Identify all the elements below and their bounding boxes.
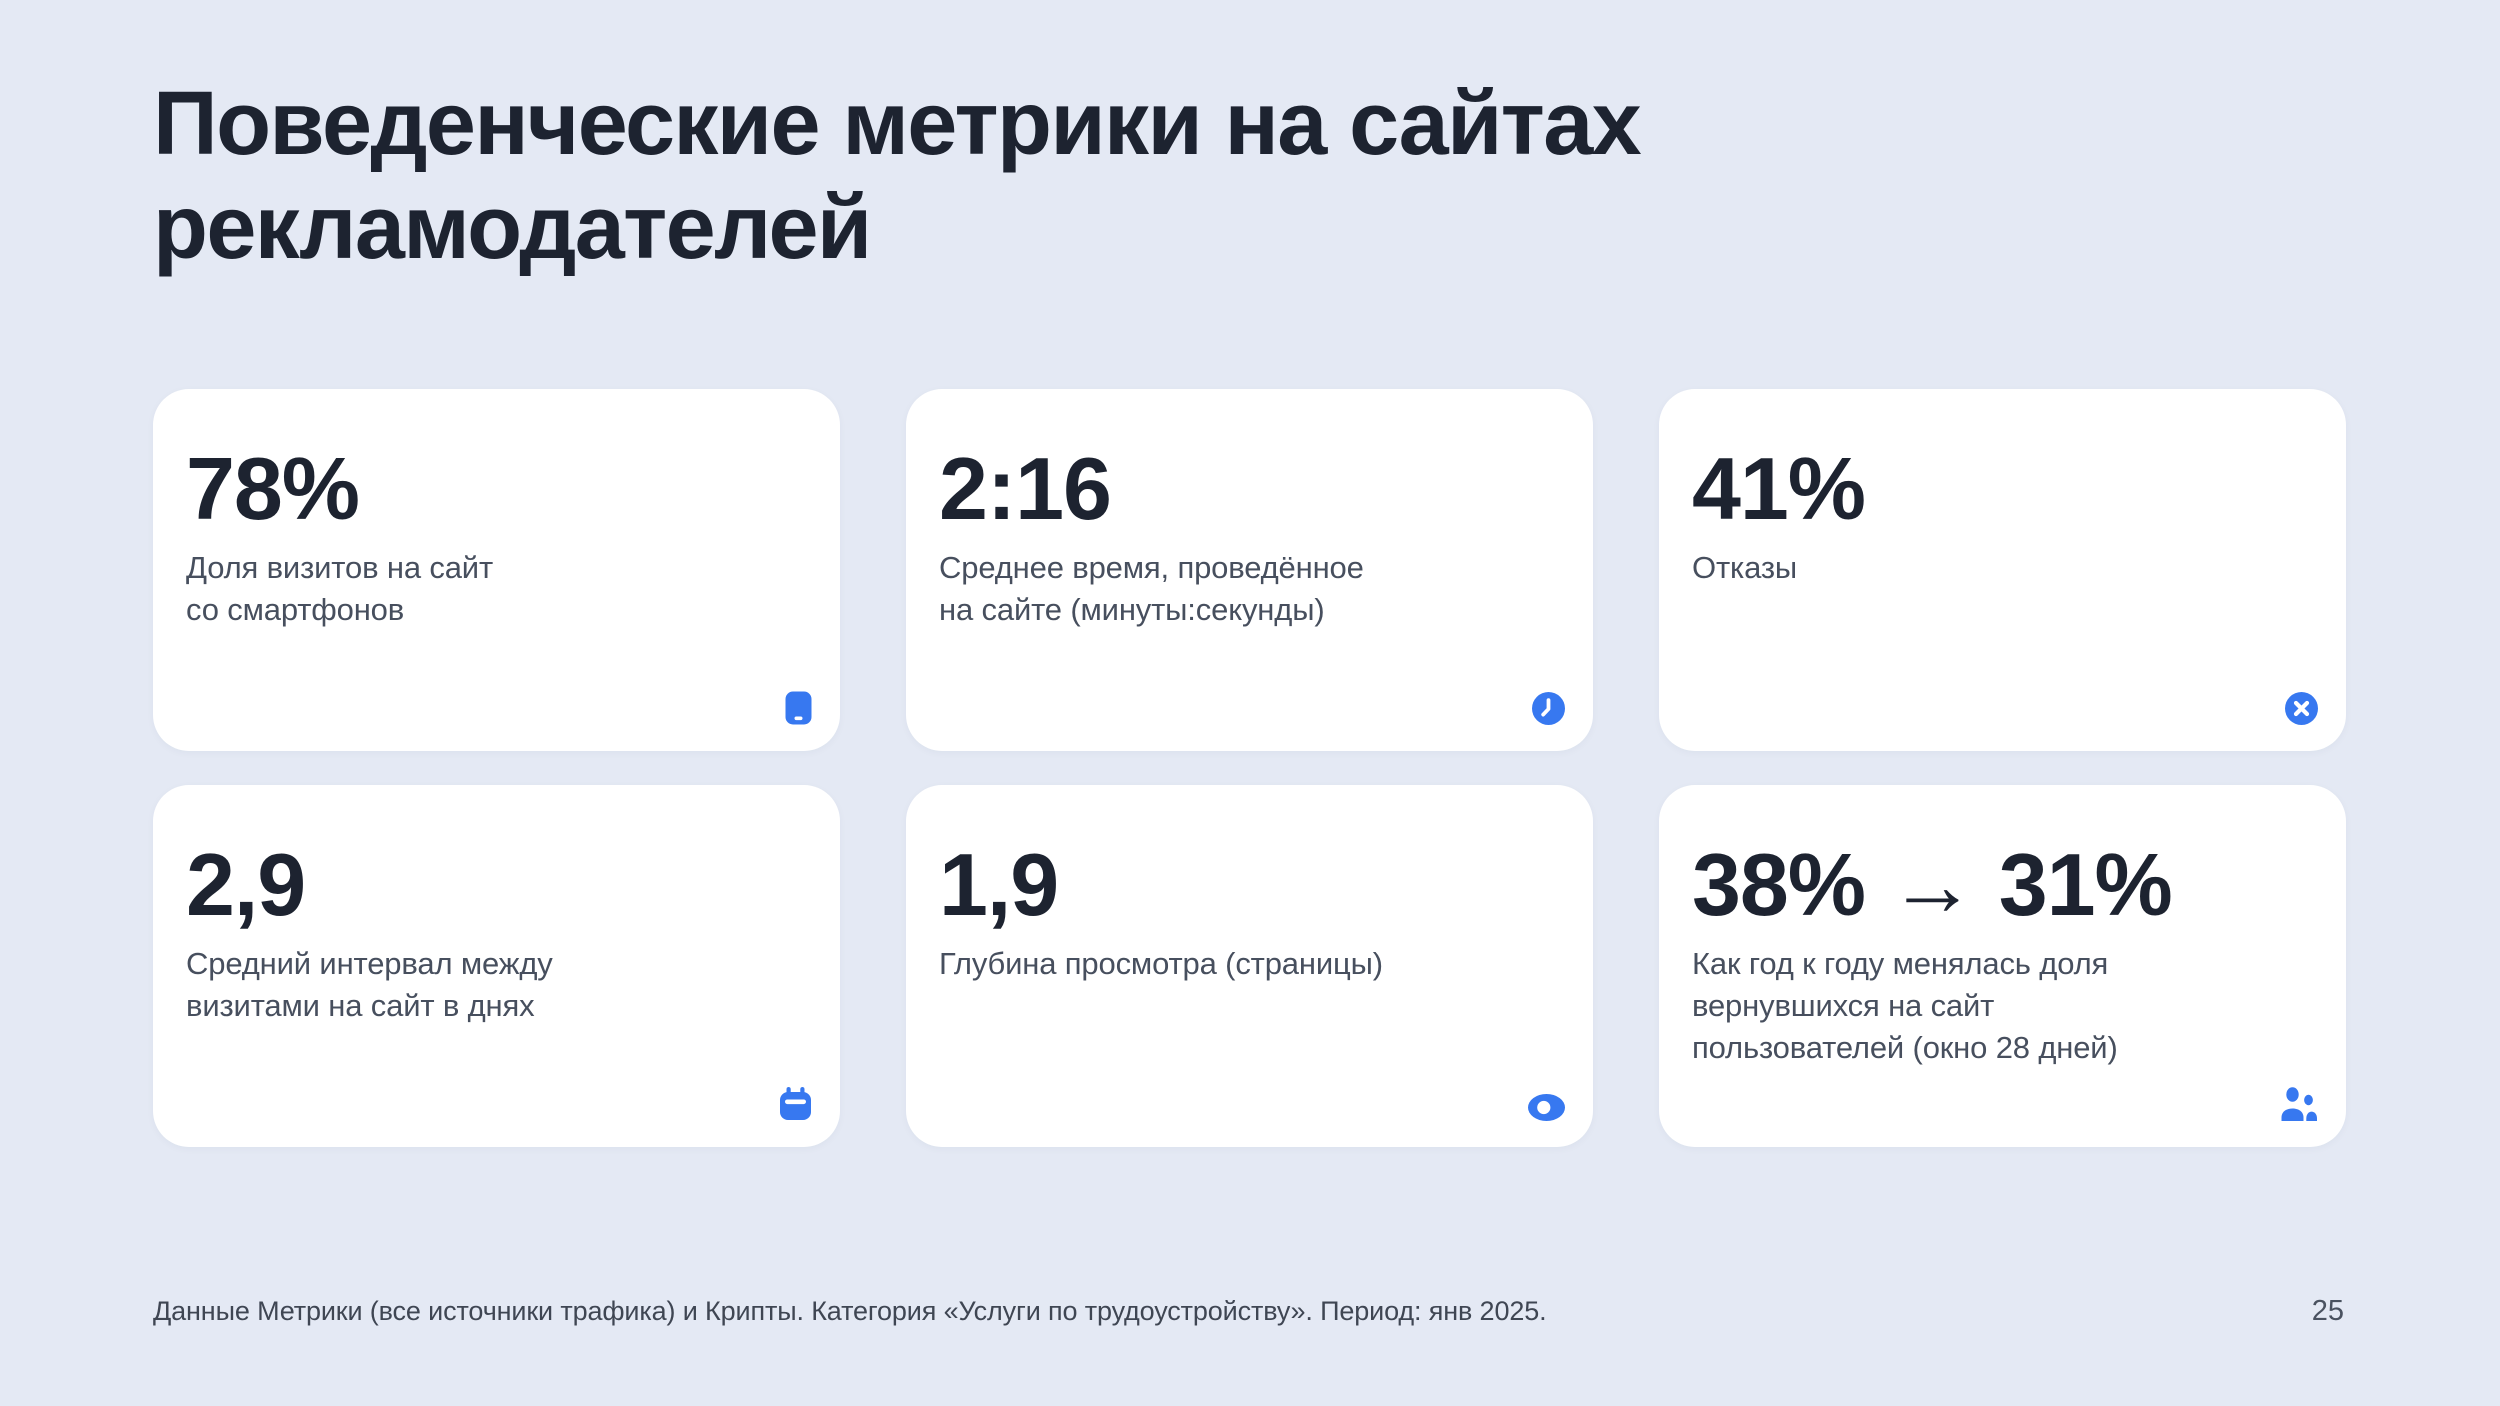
slide-content: Поведенческие метрики на сайтах рекламод… xyxy=(153,74,2346,1147)
metric-label: Как год к году менялась доля вернувшихся… xyxy=(1692,946,2118,1065)
metric-value: 38% → 31% xyxy=(1692,835,2173,934)
metric-card-returning-users: 38% → 31% Как год к году менялась доля в… xyxy=(1659,785,2346,1147)
close-circle-icon xyxy=(2285,692,2318,725)
footer-row: Данные Метрики (все источники трафика) и… xyxy=(153,1294,2344,1328)
metric-value: 2,9 xyxy=(186,835,306,934)
metric-label: Средний интервал между визитами на сайт … xyxy=(186,946,553,1023)
page-title: Поведенческие метрики на сайтах рекламод… xyxy=(153,74,1642,278)
metric-card-avg-time: 2:16 Среднее время, проведённое на сайте… xyxy=(906,389,1593,751)
metric-label: Среднее время, проведённое на сайте (мин… xyxy=(939,550,1364,627)
clock-icon xyxy=(1532,692,1565,725)
metric-value: 41% xyxy=(1692,439,1866,538)
eye-icon xyxy=(1528,1094,1565,1121)
metric-card-visit-interval: 2,9 Средний интервал между визитами на с… xyxy=(153,785,840,1147)
metric-value: 2:16 xyxy=(939,439,1112,538)
metric-label: Глубина просмотра (страницы) xyxy=(939,946,1383,981)
calendar-icon xyxy=(779,1086,812,1121)
people-icon xyxy=(2279,1087,2318,1121)
page-number: 25 xyxy=(2311,1295,2344,1327)
footer-note: Данные Метрики (все источники трафика) и… xyxy=(153,1296,1547,1326)
metric-label: Доля визитов на сайт со смартфонов xyxy=(186,550,494,627)
metric-card-view-depth: 1,9 Глубина просмотра (страницы) xyxy=(906,785,1593,1147)
metric-card-smartphone-share: 78% Доля визитов на сайт со смартфонов xyxy=(153,389,840,751)
metric-value: 78% xyxy=(186,439,360,538)
metric-label: Отказы xyxy=(1692,550,1798,585)
metric-card-bounce-rate: 41% Отказы xyxy=(1659,389,2346,751)
metric-cards-grid: 78% Доля визитов на сайт со смартфонов 2… xyxy=(153,389,2346,1147)
smartphone-icon xyxy=(785,691,812,725)
metric-value: 1,9 xyxy=(939,835,1059,934)
